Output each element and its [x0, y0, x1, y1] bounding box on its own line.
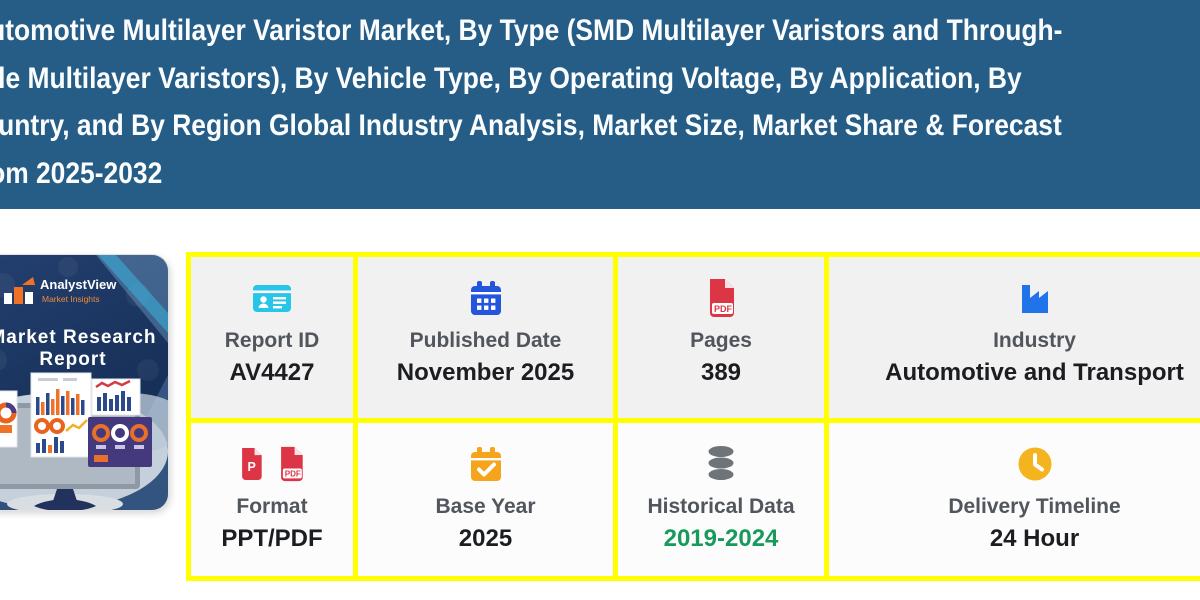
chart-page-center — [30, 372, 92, 458]
svg-text:P: P — [247, 460, 255, 474]
info-card-published-date: Published Date November 2025 — [358, 257, 613, 418]
info-card-historical-data: Historical Data 2019-2024 — [618, 423, 824, 576]
report-cover-image: AnalystView Market Insights Market Resea… — [0, 255, 168, 510]
report-info-grid: Report ID AV4427 Published Date November… — [186, 252, 1200, 581]
report-title-line: from 2025-2032 — [0, 156, 163, 190]
svg-text:AnalystView: AnalystView — [40, 277, 117, 292]
chart-page-left — [0, 390, 18, 448]
info-card-value: 389 — [700, 359, 742, 386]
info-card-label: Delivery Timeline — [948, 495, 1121, 518]
info-card-industry: Industry Automotive and Transport — [829, 257, 1200, 418]
svg-text:PDF: PDF — [285, 470, 301, 479]
report-cover-illustration: AnalystView Market Insights Market Resea… — [0, 255, 168, 510]
info-card-label: Report ID — [224, 329, 320, 352]
report-title-line: Country, and By Region Global Industry A… — [0, 109, 1062, 142]
svg-text:Market Insights: Market Insights — [42, 294, 100, 304]
ppt-pdf-files-icon: P PDF — [235, 442, 309, 486]
brand-logo: AnalystView Market Insights — [4, 277, 117, 304]
info-card-label: Published Date — [409, 329, 562, 352]
clock-icon — [1015, 442, 1055, 486]
database-icon — [701, 442, 741, 486]
info-card-pages: PDF Pages 389 — [618, 257, 824, 418]
info-card-report-id: Report ID AV4427 — [191, 257, 353, 418]
info-card-base-year: Base Year 2025 — [358, 423, 613, 576]
info-card-value: PPT/PDF — [221, 525, 323, 552]
page-header: Automotive Multilayer Varistor Market, B… — [0, 0, 1200, 209]
industry-icon — [1015, 276, 1055, 320]
info-card-value: AV4427 — [229, 359, 315, 386]
info-card-value: Automotive and Transport — [885, 359, 1184, 386]
pdf-file-icon: PDF — [701, 276, 741, 320]
info-card-delivery-timeline: Delivery Timeline 24 Hour — [829, 423, 1200, 576]
report-title-line: Hole Multilayer Varistors), By Vehicle T… — [0, 61, 1022, 95]
info-card-value: 2019-2024 — [663, 525, 779, 552]
cover-title: Market Research — [0, 327, 157, 348]
info-card-value: 24 Hour — [989, 525, 1080, 552]
calendar-check-icon — [466, 442, 506, 486]
info-card-value: 2025 — [458, 525, 513, 552]
calendar-days-icon — [466, 276, 506, 320]
dashboard-card — [88, 417, 152, 467]
svg-text:PDF: PDF — [714, 304, 733, 314]
info-card-label: Pages — [690, 329, 752, 352]
id-card-icon — [249, 276, 295, 320]
info-card-value: November 2025 — [396, 359, 575, 386]
info-card-label: Historical Data — [647, 495, 795, 518]
info-card-label: Industry — [993, 329, 1076, 352]
report-title-line: Automotive Multilayer Varistor Market, B… — [0, 14, 1063, 47]
info-card-label: Format — [236, 495, 308, 518]
report-title: Automotive Multilayer Varistor Market, B… — [0, 7, 1062, 197]
svg-text:Report: Report — [39, 349, 106, 370]
info-card-format: P PDF Format PPT/PDF — [191, 423, 353, 576]
info-card-label: Base Year — [435, 495, 536, 518]
chart-page-right — [91, 378, 141, 416]
